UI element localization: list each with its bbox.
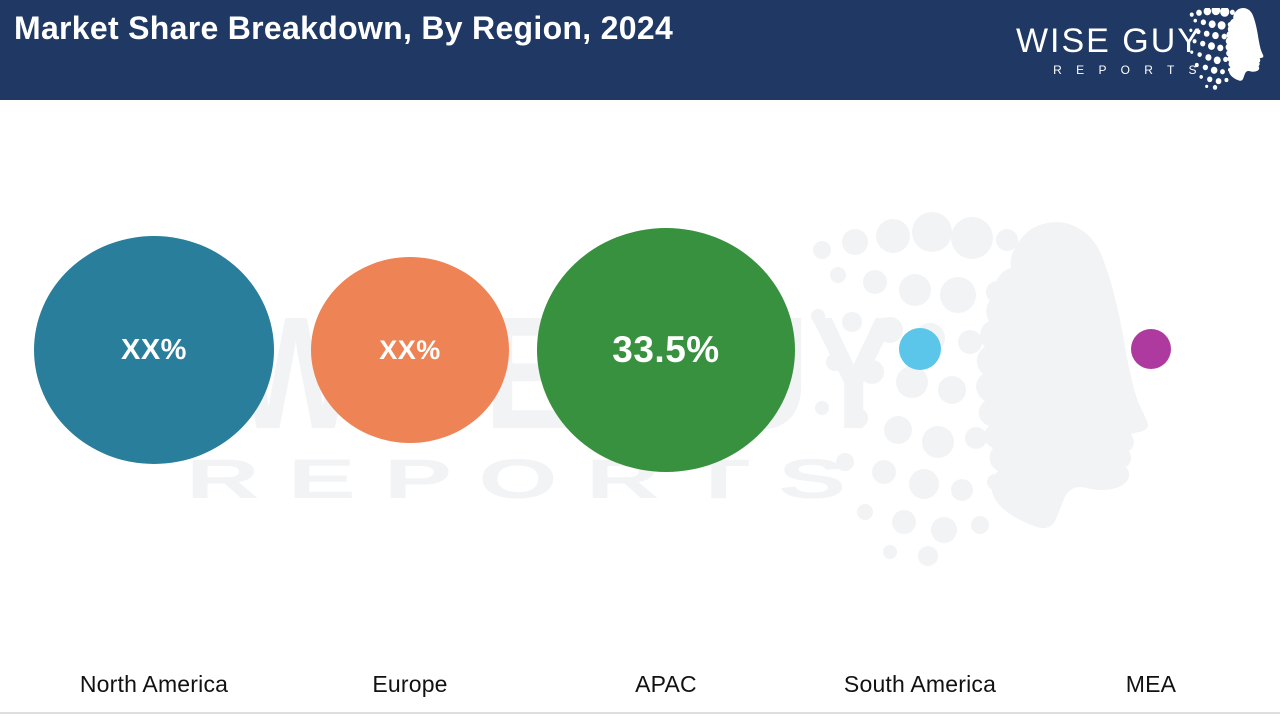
logo-wordmark: WISE GUY R E P O R T S	[1016, 24, 1202, 77]
wiseguy-logo: WISE GUY R E P O R T S	[1016, 8, 1266, 90]
logo-face-icon	[1189, 8, 1264, 90]
category-label-mea: MEA	[1125, 671, 1177, 697]
watermark-subtitle: R E P O R T S	[186, 447, 846, 510]
category-label-europe: Europe	[372, 671, 448, 697]
bubble-north-america: XX%	[34, 236, 274, 464]
bubble-value-label: 33.5%	[612, 329, 720, 370]
bubble-mea	[1131, 329, 1171, 369]
category-label-apac: APAC	[635, 671, 697, 697]
bubble-europe: XX%	[311, 257, 509, 443]
chart-area: WISE GUY R E P O R T S XX% XX% 33.5% Nor…	[0, 100, 1280, 720]
category-label-south-america: South America	[843, 671, 997, 697]
logo-subtitle: R E P O R T S	[1053, 63, 1202, 77]
logo-name: WISE GUY	[1015, 22, 1202, 60]
bubble-value-label: XX%	[379, 334, 441, 365]
page-title: Market Share Breakdown, By Region, 2024	[14, 10, 674, 46]
footer-divider	[0, 712, 1280, 714]
bubble-south-america	[899, 328, 941, 370]
category-label-north-america: North America	[79, 671, 229, 697]
watermark-face-icon	[811, 212, 1149, 566]
bubble-value-label: XX%	[121, 333, 187, 366]
header-bar: Market Share Breakdown, By Region, 2024 …	[0, 0, 1280, 100]
bubble-apac: 33.5%	[537, 228, 795, 472]
